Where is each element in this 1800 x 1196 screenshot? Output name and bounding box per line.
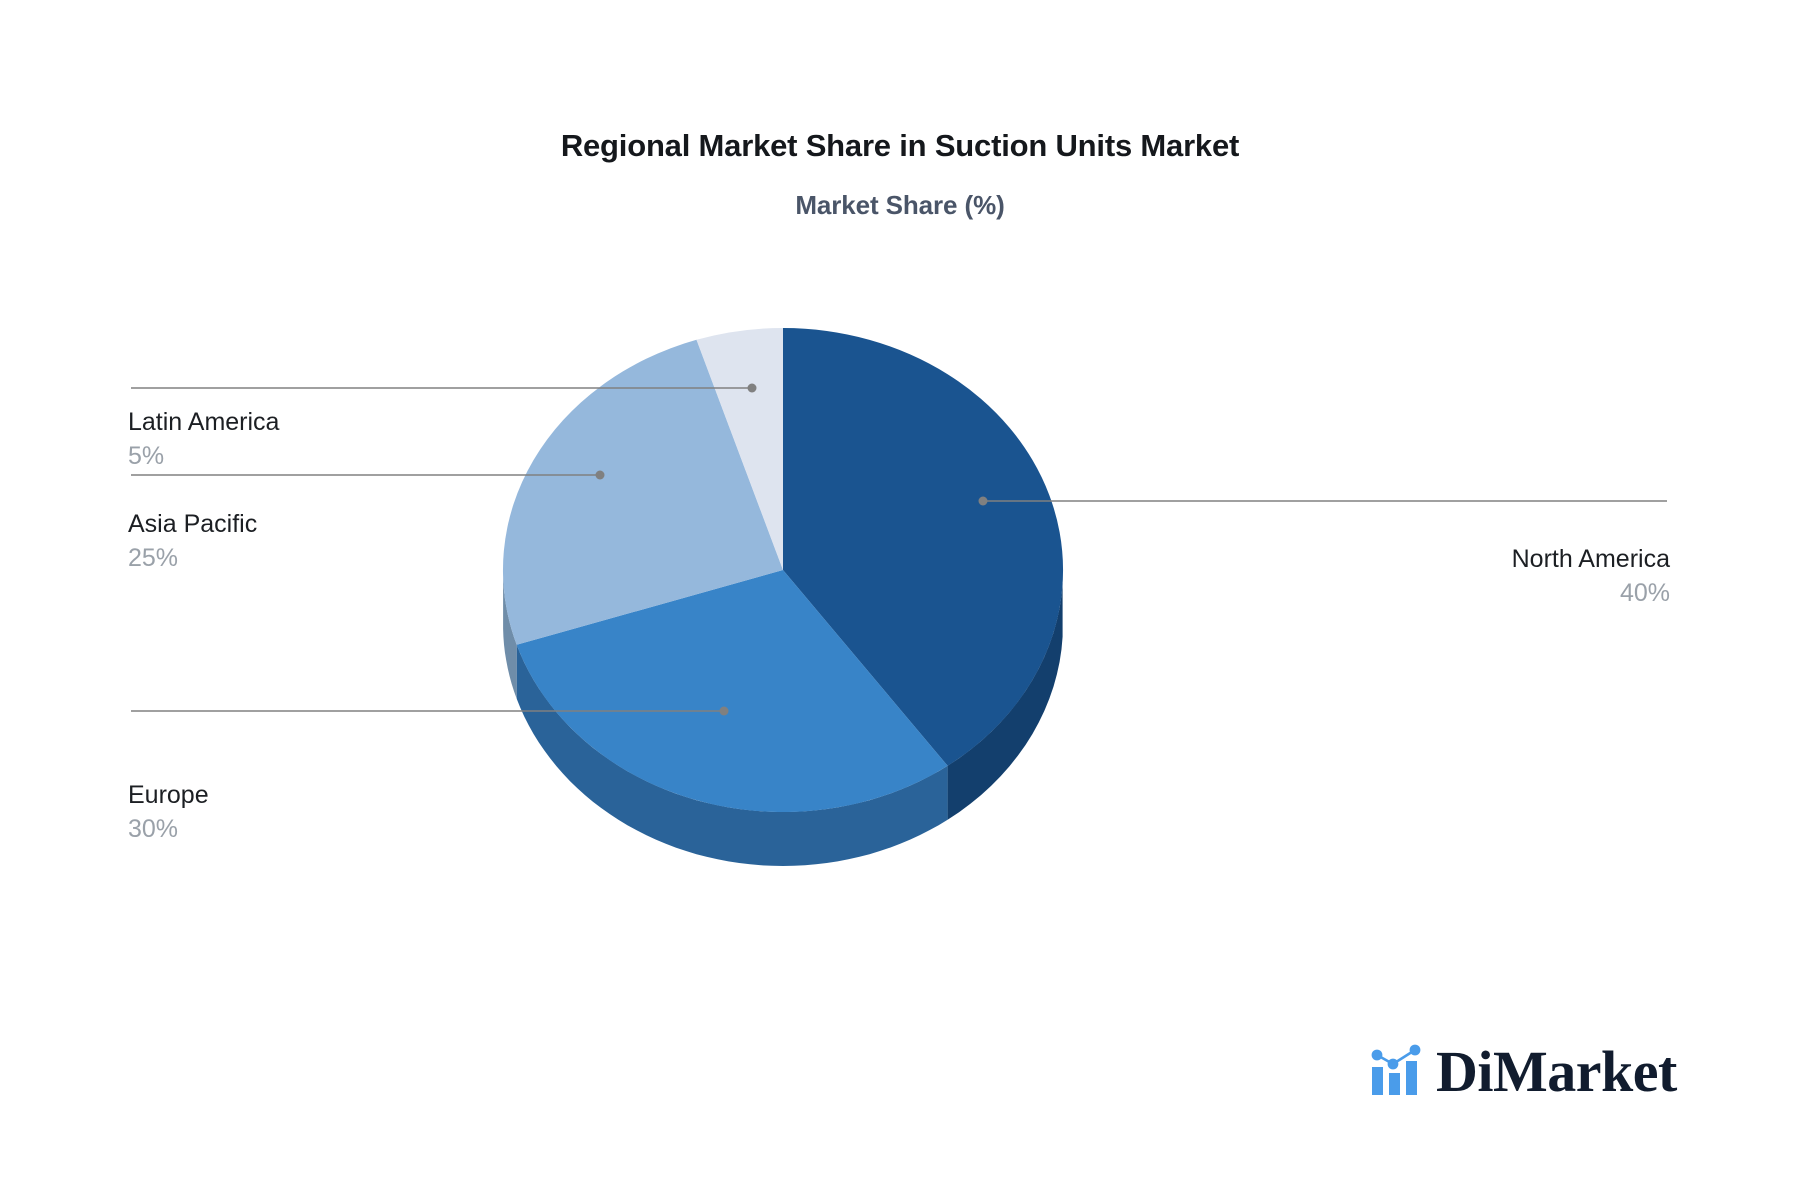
callout-label-north-america: North America xyxy=(1511,545,1670,573)
callout-value-europe: 30% xyxy=(128,815,179,843)
page-title: Regional Market Share in Suction Units M… xyxy=(560,128,1240,163)
callout-europe[interactable]: Europe 30% xyxy=(128,778,428,846)
slice-europe[interactable] xyxy=(516,570,948,813)
callout-label-asia-pacific: Asia Pacific xyxy=(128,510,258,538)
leader-dot-europe xyxy=(719,706,729,716)
brand-logo[interactable]: DiMarket xyxy=(1368,1032,1677,1112)
slice-side-north-america xyxy=(947,582,1063,820)
leader-dot-north-america xyxy=(978,496,988,506)
callout-north-america[interactable]: North America 40% xyxy=(1210,542,1670,610)
slice-side-asia-pacific xyxy=(503,574,517,699)
slice-side-europe xyxy=(516,644,948,866)
callout-value-asia-pacific: 25% xyxy=(128,544,179,572)
callout-label-latin-america: Latin America xyxy=(128,408,280,436)
slice-asia-pacific[interactable] xyxy=(502,339,783,645)
bar-chart-dots-icon xyxy=(1371,1044,1421,1095)
callout-label-europe: Europe xyxy=(128,781,209,809)
pie-top-faces xyxy=(502,328,1064,813)
chart-subtitle: Market Share (%) xyxy=(795,190,1005,220)
callout-asia-pacific[interactable]: Asia Pacific 25% xyxy=(128,507,428,575)
leader-dot-asia-pacific xyxy=(595,470,605,480)
pie-3d-side-walls xyxy=(503,574,1063,866)
leader-lines xyxy=(131,383,1667,716)
callout-value-north-america: 40% xyxy=(1619,579,1670,607)
brand-wordmark: DiMarket xyxy=(1436,1039,1677,1104)
slice-north-america[interactable] xyxy=(783,328,1064,766)
callout-latin-america[interactable]: Latin America 5% xyxy=(128,405,428,473)
callout-value-latin-america: 5% xyxy=(128,442,165,470)
leader-dot-latin-america xyxy=(747,383,757,393)
